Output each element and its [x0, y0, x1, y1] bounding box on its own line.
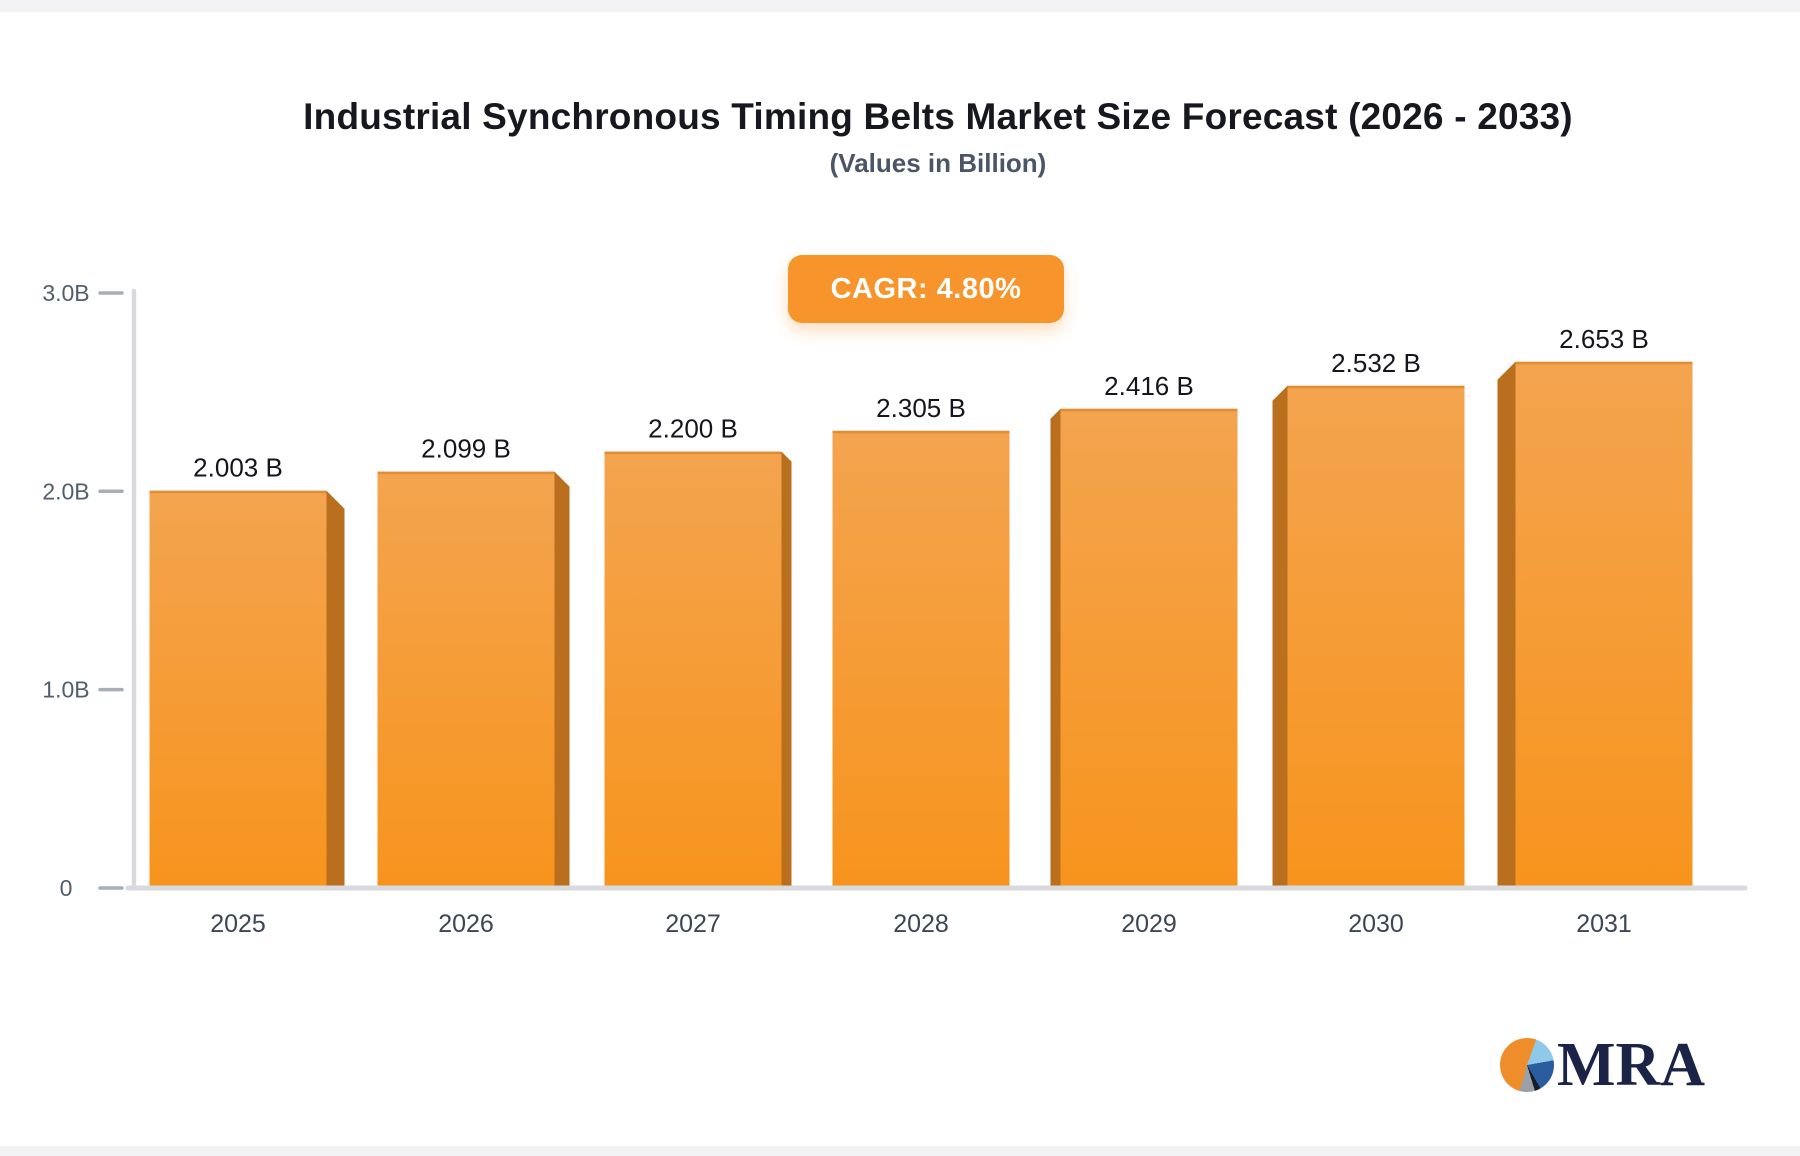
bottom-strip [0, 1146, 1800, 1156]
bar-side-face [1050, 408, 1061, 888]
bar-2028[interactable] [832, 430, 1010, 888]
x-axis-label: 2026 [438, 910, 494, 938]
y-axis-tick-label: 0 [60, 875, 73, 901]
bar-2025[interactable] [149, 490, 345, 888]
x-axis-label: 2030 [1348, 910, 1404, 938]
x-axis-label: 2028 [893, 910, 949, 938]
x-axis-label: 2029 [1121, 910, 1177, 938]
pie-chart-logo-icon [1500, 1038, 1554, 1092]
bar-front-face [377, 471, 555, 888]
logo: MRA [1500, 1031, 1706, 1099]
bar-top-edge [1060, 408, 1238, 412]
y-axis-tick-label: 2.0B [42, 478, 89, 504]
bar-value-label: 2.653 B [1559, 324, 1649, 354]
bar-value-label: 2.532 B [1331, 348, 1421, 378]
bar-front-face [1060, 408, 1238, 888]
bar-value-label: 2.305 B [876, 393, 966, 423]
bar-side-face [781, 451, 792, 888]
bar-value-label: 2.416 B [1104, 371, 1194, 401]
bar-side-face [326, 490, 345, 888]
top-strip [0, 0, 1800, 12]
bar-2026[interactable] [377, 471, 570, 888]
chart-subtitle: (Values in Billion) [829, 148, 1047, 178]
bar-front-face [604, 451, 782, 888]
x-axis-label: 2027 [665, 910, 721, 938]
bar-top-edge [832, 430, 1010, 434]
x-axis-label: 2031 [1576, 910, 1632, 938]
x-axis-label: 2025 [210, 910, 266, 938]
y-axis-tick-label: 1.0B [42, 677, 89, 703]
bar-front-face [149, 490, 327, 888]
bar-front-face [1515, 361, 1693, 888]
bar-side-face [554, 471, 570, 888]
bar-top-edge [1287, 385, 1465, 389]
cagr-badge-label: CAGR: 4.80% [830, 272, 1022, 305]
y-axis-tick-label: 3.0B [42, 280, 89, 306]
bar-side-face [1272, 385, 1288, 888]
cagr-badge: CAGR: 4.80% [788, 255, 1064, 323]
bar-value-label: 2.200 B [648, 414, 738, 444]
bar-top-edge [149, 490, 327, 494]
bar-value-label: 2.003 B [193, 453, 283, 483]
logo-text: MRA [1557, 1031, 1706, 1099]
bar-2031[interactable] [1497, 361, 1693, 888]
bar-top-edge [1515, 361, 1693, 365]
chart-title: Industrial Synchronous Timing Belts Mark… [303, 96, 1573, 137]
bar-value-label: 2.099 B [421, 434, 511, 464]
bar-side-face [1497, 361, 1516, 888]
bar-front-face [1287, 385, 1465, 888]
bar-top-edge [604, 451, 782, 455]
bar-top-edge [377, 471, 555, 475]
bar-front-face [832, 430, 1010, 888]
bar-2029[interactable] [1050, 408, 1238, 888]
bar-2027[interactable] [604, 451, 792, 888]
bar-2030[interactable] [1272, 385, 1465, 888]
